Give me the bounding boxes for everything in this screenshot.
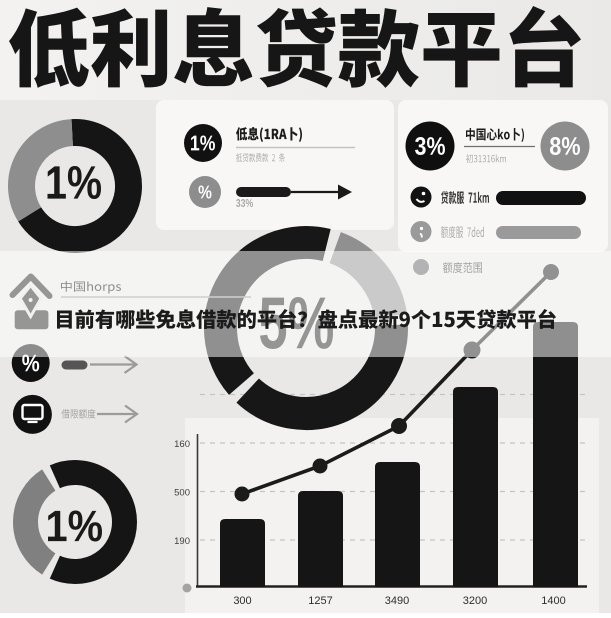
svg-text:3200: 3200 [463, 595, 487, 607]
svg-text:500: 500 [174, 488, 190, 499]
svg-text:1400: 1400 [541, 595, 565, 607]
svg-text:300: 300 [233, 595, 251, 607]
svg-text:190: 190 [174, 536, 190, 547]
svg-text:160: 160 [174, 439, 190, 450]
svg-text:3490: 3490 [385, 595, 409, 607]
svg-text:1257: 1257 [308, 595, 332, 607]
